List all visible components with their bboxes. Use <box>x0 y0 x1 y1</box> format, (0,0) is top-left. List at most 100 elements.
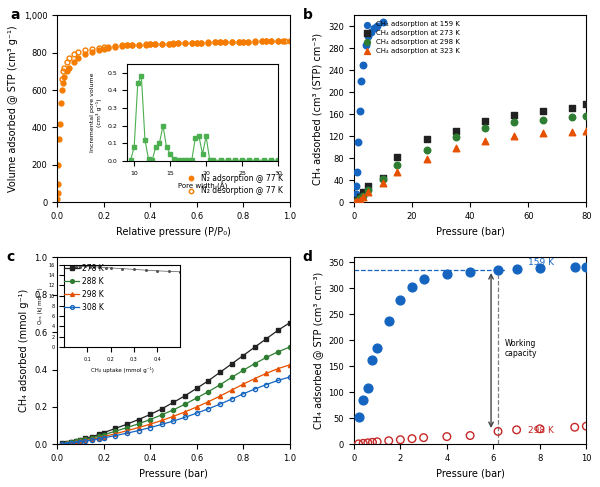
278 K <box>68 439 75 445</box>
CH₄ adsorption at 273 K <box>538 108 548 115</box>
Point <box>373 438 382 446</box>
N₂ adsorption @ 77 K <box>89 49 96 55</box>
N₂ desorption @ 77 K <box>217 39 224 45</box>
N₂ adsorption @ 77 K <box>124 42 131 48</box>
N₂ adsorption @ 77 K <box>105 45 112 51</box>
288 K <box>89 435 96 441</box>
CH₄ adsorption at 273 K <box>364 182 373 189</box>
CH₄ adsorption at 323 K <box>581 127 591 134</box>
CH₄ adsorption at 159 K <box>353 138 363 146</box>
N₂ adsorption @ 77 K <box>286 38 293 44</box>
CH₄ adsorption at 323 K <box>538 130 548 137</box>
298 K <box>274 366 281 372</box>
N₂ desorption @ 77 K <box>89 46 96 52</box>
N₂ adsorption @ 77 K <box>74 55 82 61</box>
298 K <box>72 439 79 445</box>
N₂ desorption @ 77 K <box>158 41 166 47</box>
CH₄ adsorption at 159 K <box>373 22 382 30</box>
278 K <box>58 441 65 447</box>
CH₄ adsorption at 159 K <box>361 41 370 49</box>
CH₄ adsorption at 159 K <box>351 190 361 198</box>
CH₄ adsorption at 298 K <box>358 192 367 200</box>
N₂ adsorption @ 77 K <box>54 196 61 202</box>
288 K <box>63 440 70 446</box>
N₂ desorption @ 77 K <box>165 41 172 47</box>
CH₄ adsorption at 323 K <box>509 132 518 140</box>
Text: 159 K: 159 K <box>528 258 554 267</box>
Y-axis label: CH₄ adsorbed @ STP (cm³ cm⁻³): CH₄ adsorbed @ STP (cm³ cm⁻³) <box>313 272 323 430</box>
N₂ desorption @ 77 K <box>59 68 67 74</box>
N₂ desorption @ 77 K <box>244 38 251 44</box>
N₂ desorption @ 77 K <box>119 42 126 48</box>
278 K <box>112 426 119 431</box>
N₂ desorption @ 77 K <box>188 40 196 46</box>
288 K <box>239 367 247 373</box>
278 K <box>82 435 89 441</box>
CH₄ adsorption at 159 K <box>350 196 360 204</box>
298 K <box>251 375 259 381</box>
N₂ adsorption @ 77 K <box>54 190 61 196</box>
278 K <box>124 421 131 427</box>
308 K <box>58 441 65 447</box>
N₂ adsorption @ 77 K <box>100 46 107 52</box>
278 K <box>274 327 281 333</box>
N₂ desorption @ 77 K <box>281 38 289 44</box>
298 K <box>100 433 107 439</box>
288 K <box>193 395 200 401</box>
288 K <box>146 416 154 422</box>
Text: 298 K: 298 K <box>528 426 554 435</box>
CH₄ adsorption at 273 K <box>480 117 490 125</box>
N₂ desorption @ 77 K <box>274 38 281 44</box>
N₂ adsorption @ 77 K <box>119 43 126 49</box>
288 K <box>286 344 293 350</box>
N₂ adsorption @ 77 K <box>55 181 62 187</box>
298 K <box>158 417 166 423</box>
278 K <box>170 399 177 405</box>
308 K <box>68 440 75 446</box>
N₂ adsorption @ 77 K <box>251 38 259 44</box>
278 K <box>193 385 200 391</box>
Line: N₂ adsorption @ 77 K: N₂ adsorption @ 77 K <box>55 38 292 201</box>
298 K <box>239 381 247 387</box>
288 K <box>251 361 259 367</box>
CH₄ adsorption at 298 K <box>352 197 362 205</box>
CH₄ adsorption at 159 K <box>378 18 388 26</box>
N₂ adsorption @ 77 K <box>158 41 166 47</box>
Point <box>493 428 503 435</box>
N₂ adsorption @ 77 K <box>165 41 172 47</box>
N₂ adsorption @ 77 K <box>205 40 212 46</box>
298 K <box>63 441 70 447</box>
278 K <box>63 440 70 446</box>
N₂ desorption @ 77 K <box>268 38 275 44</box>
N₂ desorption @ 77 K <box>65 55 73 61</box>
N₂ adsorption @ 77 K <box>274 38 281 44</box>
N₂ desorption @ 77 K <box>142 41 149 47</box>
278 K <box>77 437 84 443</box>
CH₄ adsorption at 273 K <box>350 197 360 205</box>
N₂ adsorption @ 77 K <box>193 40 200 46</box>
N₂ desorption @ 77 K <box>263 38 270 44</box>
X-axis label: Pressure (bar): Pressure (bar) <box>436 468 505 479</box>
298 K <box>68 440 75 446</box>
CH₄ adsorption at 323 K <box>352 197 362 205</box>
Point <box>354 413 364 421</box>
CH₄ adsorption at 159 K <box>367 28 376 36</box>
N₂ adsorption @ 77 K <box>263 38 270 44</box>
Point <box>419 275 428 283</box>
CH₄ adsorption at 273 K <box>509 112 518 119</box>
N₂ adsorption @ 77 K <box>146 41 154 47</box>
Point <box>466 268 475 276</box>
278 K <box>239 353 247 358</box>
CH₄ adsorption at 298 K <box>364 186 373 194</box>
N₂ desorption @ 77 K <box>82 47 89 53</box>
Line: 288 K: 288 K <box>60 345 292 446</box>
CH₄ adsorption at 273 K <box>358 188 367 196</box>
278 K <box>205 378 212 384</box>
298 K <box>124 428 131 433</box>
CH₄ adsorption at 159 K <box>356 77 366 85</box>
N₂ desorption @ 77 K <box>205 39 212 45</box>
N₂ adsorption @ 77 K <box>95 47 103 53</box>
N₂ desorption @ 77 K <box>235 39 242 45</box>
288 K <box>68 439 75 445</box>
Point <box>512 426 521 434</box>
